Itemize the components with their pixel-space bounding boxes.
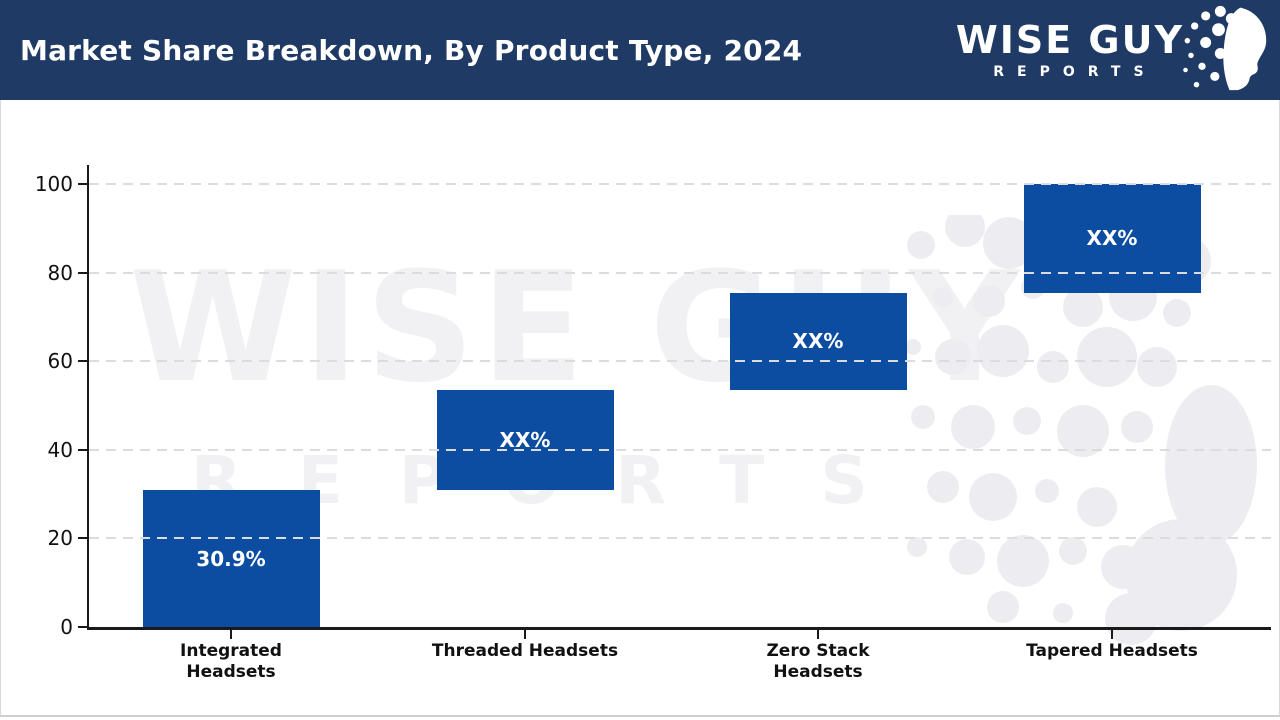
x-tick-mark xyxy=(230,630,232,639)
x-tick-label: Threaded Headsets xyxy=(431,641,619,661)
bar-integrated-headsets xyxy=(142,490,320,627)
wise-guy-reports-logo: WISE GUY REPORTS xyxy=(956,4,1280,96)
y-tick-label: 20 xyxy=(47,526,73,551)
y-tick-mark xyxy=(78,537,87,540)
bar-tapered-headsets xyxy=(1023,184,1201,293)
x-axis-line xyxy=(87,627,1271,630)
x-tick-mark xyxy=(1111,630,1113,639)
chart-title: Market Share Breakdown, By Product Type,… xyxy=(20,33,803,67)
logo-wordmark: WISE GUY xyxy=(955,18,1184,62)
y-tick-mark xyxy=(78,183,87,185)
y-tick-mark xyxy=(78,360,87,363)
y-tick-label: 0 xyxy=(60,615,73,639)
bar-value-label: XX% xyxy=(499,428,551,453)
x-tick-label: Zero Stack Headsets xyxy=(766,641,870,683)
chart-canvas: WISE GUY REPORTS 30.9%XX%XX%XX%020406080… xyxy=(0,100,1280,715)
y-tick-label: 60 xyxy=(47,349,73,374)
gridline-y80 xyxy=(89,271,1271,274)
bar-threaded-headsets xyxy=(436,389,614,491)
y-tick-mark xyxy=(78,626,87,628)
y-tick-mark xyxy=(78,271,87,274)
header-bar: Market Share Breakdown, By Product Type,… xyxy=(0,0,1280,100)
bar-value-label: 30.9% xyxy=(196,546,266,571)
gridline-y20 xyxy=(89,537,1271,540)
y-tick-label: 100 xyxy=(34,172,73,196)
y-axis-line xyxy=(87,165,89,630)
logo-subtitle: REPORTS xyxy=(993,64,1157,80)
bottom-rule xyxy=(0,715,1280,717)
gridline-y60 xyxy=(89,360,1271,363)
x-tick-mark xyxy=(817,630,819,639)
y-tick-label: 40 xyxy=(47,437,73,462)
logo-face-icon xyxy=(1178,4,1270,96)
gridline-y40 xyxy=(89,448,1271,451)
y-tick-label: 80 xyxy=(47,260,73,285)
bar-value-label: XX% xyxy=(792,329,844,354)
bar-value-label: XX% xyxy=(1086,226,1138,251)
x-tick-label: Integrated Headsets xyxy=(180,641,282,683)
y-tick-mark xyxy=(78,448,87,451)
x-tick-mark xyxy=(524,630,526,639)
x-tick-label: Tapered Headsets xyxy=(1026,641,1198,661)
gridline-y100 xyxy=(89,183,1271,185)
bar-zero-stack-headsets xyxy=(729,292,907,390)
